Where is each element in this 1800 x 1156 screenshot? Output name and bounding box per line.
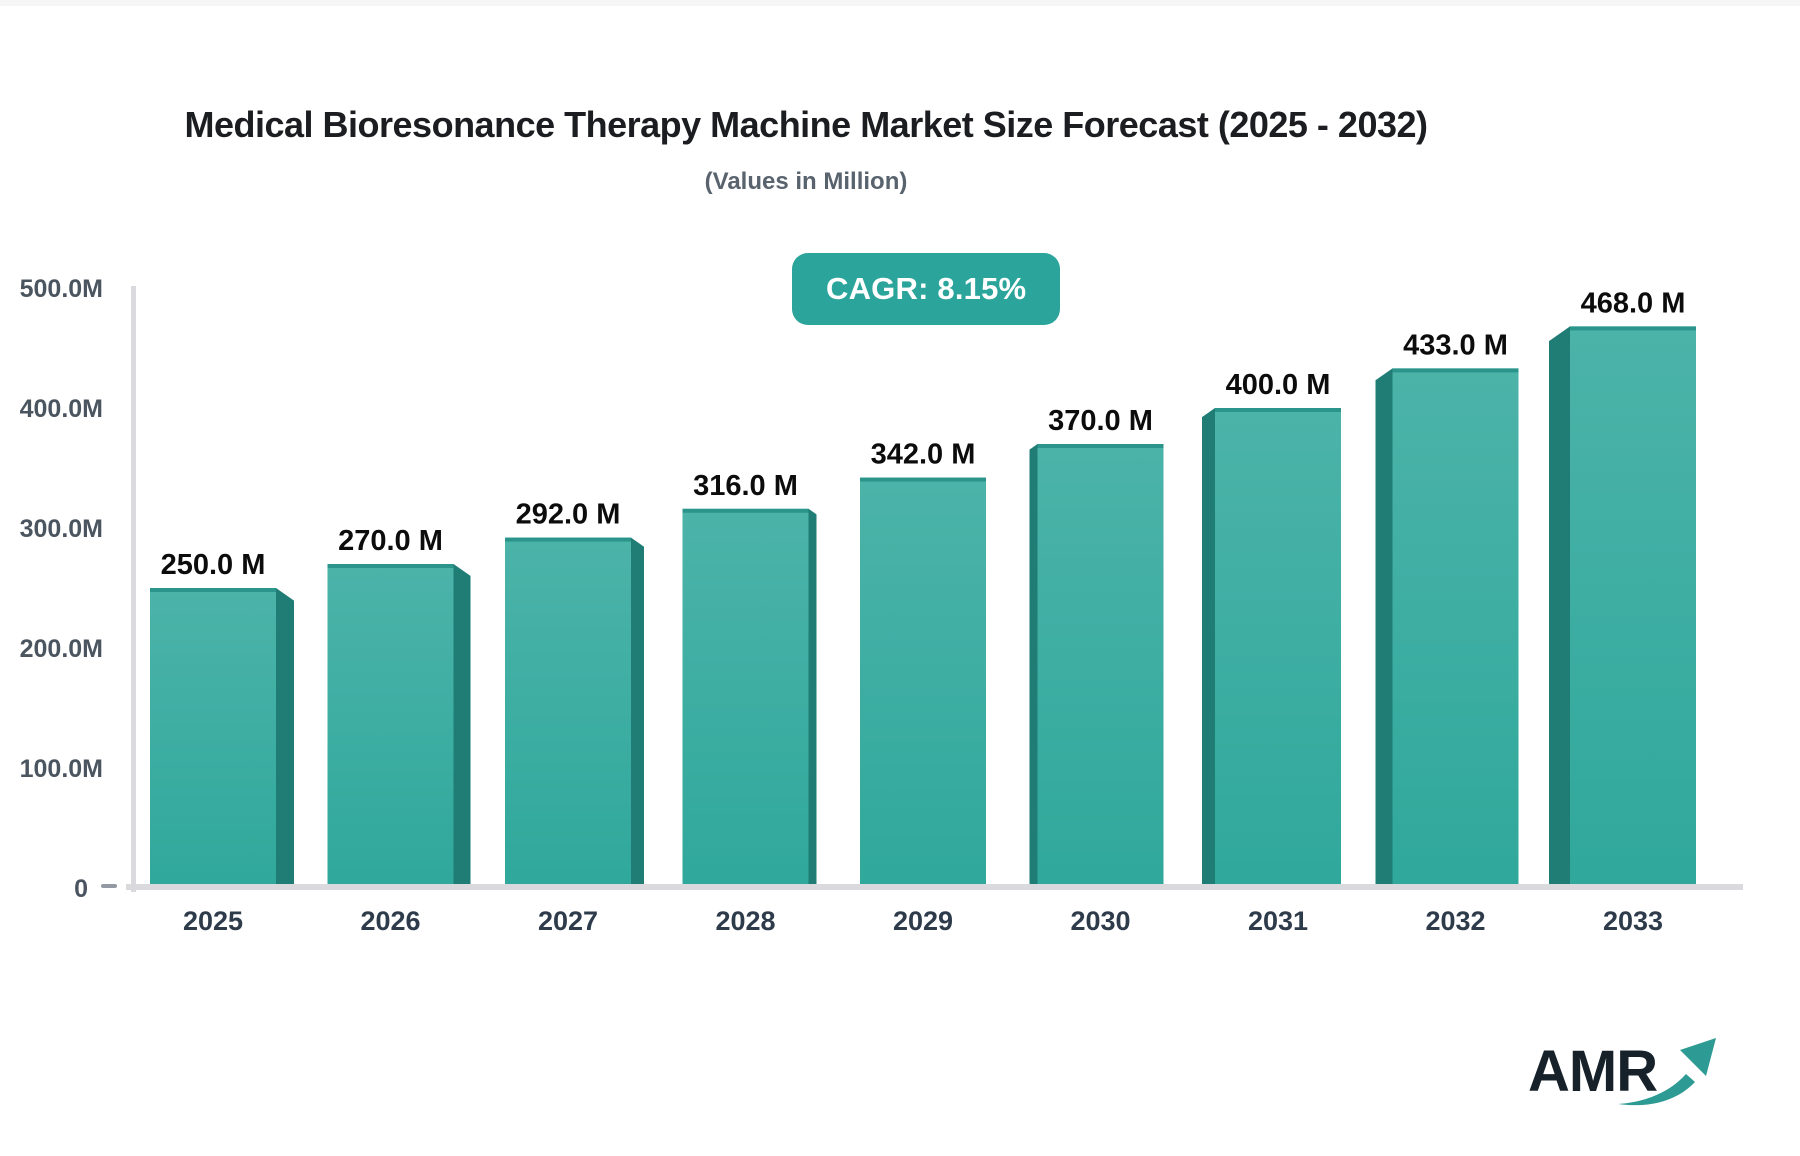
x-axis-label-2028: 2028 bbox=[715, 906, 775, 936]
bar-top-edge-2030 bbox=[1037, 444, 1164, 448]
y-axis-label-500.0M: 500.0M bbox=[20, 275, 103, 303]
x-axis-label-2032: 2032 bbox=[1425, 906, 1485, 936]
x-axis-label-2031: 2031 bbox=[1248, 906, 1308, 936]
bar-top-edge-2028 bbox=[682, 508, 809, 513]
chart-title: Medical Bioresonance Therapy Machine Mar… bbox=[184, 104, 1428, 145]
bar-2032 bbox=[1392, 368, 1519, 888]
bar-side-2025 bbox=[276, 588, 294, 888]
bar-side-2030 bbox=[1029, 444, 1038, 888]
y-axis-label-100.0M: 100.0M bbox=[20, 755, 103, 783]
bar-top-edge-2027 bbox=[505, 537, 631, 542]
bar-top-edge-2033 bbox=[1570, 326, 1696, 331]
bar-top-edge-2026 bbox=[327, 564, 454, 568]
bar-2033 bbox=[1570, 326, 1696, 888]
bar-2030 bbox=[1037, 444, 1164, 888]
bar-side-2033 bbox=[1549, 326, 1570, 888]
bar-value-label-2031: 400.0 M bbox=[1226, 369, 1331, 401]
bar-value-label-2029: 342.0 M bbox=[871, 439, 976, 471]
growth-arrow-icon bbox=[1618, 1038, 1716, 1106]
bar-side-2026 bbox=[453, 564, 471, 888]
bar-side-2027 bbox=[631, 537, 644, 888]
bar-value-label-2030: 370.0 M bbox=[1048, 405, 1153, 437]
amr-logo: AMR bbox=[1528, 1034, 1728, 1114]
bar-2027 bbox=[505, 537, 631, 888]
y-axis-label-0: 0 bbox=[74, 875, 88, 903]
bar-side-2031 bbox=[1202, 408, 1215, 888]
bar-value-label-2026: 270.0 M bbox=[338, 525, 443, 557]
bar-2026 bbox=[327, 564, 454, 888]
bar-2025 bbox=[150, 588, 276, 888]
y-axis-label-200.0M: 200.0M bbox=[20, 635, 103, 663]
bar-2031 bbox=[1215, 408, 1341, 888]
x-axis-label-2029: 2029 bbox=[893, 906, 953, 936]
bar-top-edge-2031 bbox=[1215, 408, 1341, 412]
top-strip bbox=[0, 0, 1800, 6]
x-axis-label-2026: 2026 bbox=[360, 906, 420, 936]
bar-top-edge-2032 bbox=[1392, 368, 1519, 373]
bar-top-edge-2029 bbox=[860, 477, 986, 482]
chart-subtitle: (Values in Million) bbox=[704, 168, 908, 195]
bar-value-label-2032: 433.0 M bbox=[1403, 329, 1508, 361]
bar-2028 bbox=[682, 508, 809, 888]
zero-tick-dash bbox=[101, 884, 117, 888]
x-axis-line bbox=[126, 884, 1743, 890]
y-axis-label-300.0M: 300.0M bbox=[20, 515, 103, 543]
bar-value-label-2028: 316.0 M bbox=[693, 470, 798, 502]
x-axis-label-2030: 2030 bbox=[1070, 906, 1130, 936]
cagr-badge: CAGR: 8.15% bbox=[792, 253, 1061, 325]
bar-value-label-2025: 250.0 M bbox=[161, 549, 266, 581]
bar-2029 bbox=[860, 477, 986, 888]
x-axis-label-2033: 2033 bbox=[1603, 906, 1663, 936]
x-axis-label-2027: 2027 bbox=[538, 906, 598, 936]
x-axis-label-2025: 2025 bbox=[183, 906, 243, 936]
bar-value-label-2027: 292.0 M bbox=[516, 499, 621, 531]
y-axis-label-400.0M: 400.0M bbox=[20, 395, 103, 423]
y-axis-line bbox=[131, 286, 136, 892]
bar-side-2032 bbox=[1375, 368, 1393, 888]
bar-side-2028 bbox=[808, 508, 817, 888]
bar-top-edge-2025 bbox=[150, 588, 276, 592]
bar-value-label-2033: 468.0 M bbox=[1581, 287, 1686, 319]
amr-logo-text: AMR bbox=[1528, 1039, 1658, 1104]
